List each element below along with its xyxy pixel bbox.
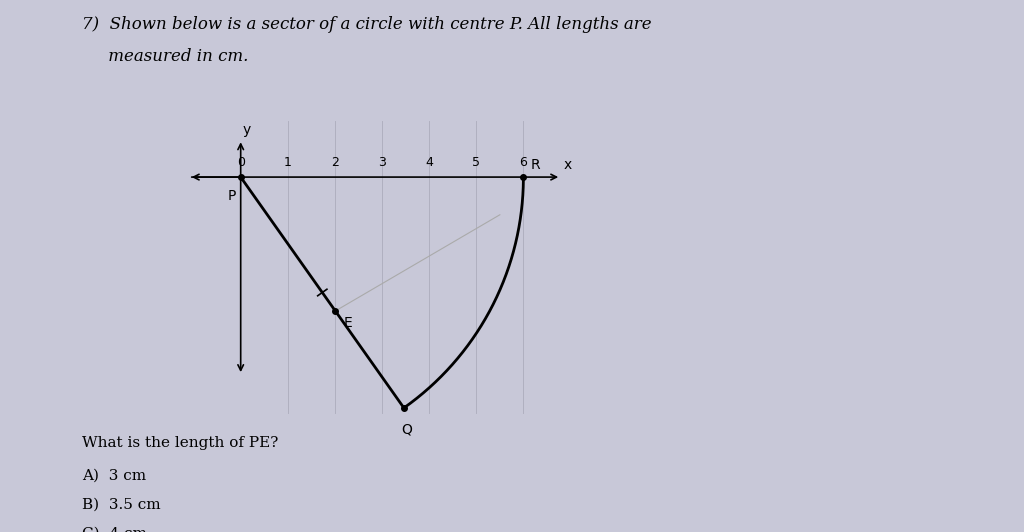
- Text: 0: 0: [237, 155, 245, 169]
- Text: 4: 4: [425, 155, 433, 169]
- Text: E: E: [344, 315, 352, 330]
- Text: measured in cm.: measured in cm.: [82, 48, 248, 65]
- Text: B)  3.5 cm: B) 3.5 cm: [82, 497, 161, 511]
- Text: 1: 1: [284, 155, 292, 169]
- Text: 7)  Shown below is a sector of a circle with centre P. All lengths are: 7) Shown below is a sector of a circle w…: [82, 16, 651, 33]
- Text: 3: 3: [378, 155, 386, 169]
- Text: 6: 6: [519, 155, 527, 169]
- Text: 2: 2: [331, 155, 339, 169]
- Text: 5: 5: [472, 155, 480, 169]
- Text: C)  4 cm: C) 4 cm: [82, 527, 146, 532]
- Text: x: x: [563, 159, 571, 172]
- Text: A)  3 cm: A) 3 cm: [82, 468, 146, 482]
- Text: R: R: [530, 159, 540, 172]
- Text: P: P: [228, 189, 237, 203]
- Text: Q: Q: [400, 422, 412, 436]
- Text: What is the length of PE?: What is the length of PE?: [82, 436, 279, 450]
- Text: y: y: [243, 123, 251, 137]
